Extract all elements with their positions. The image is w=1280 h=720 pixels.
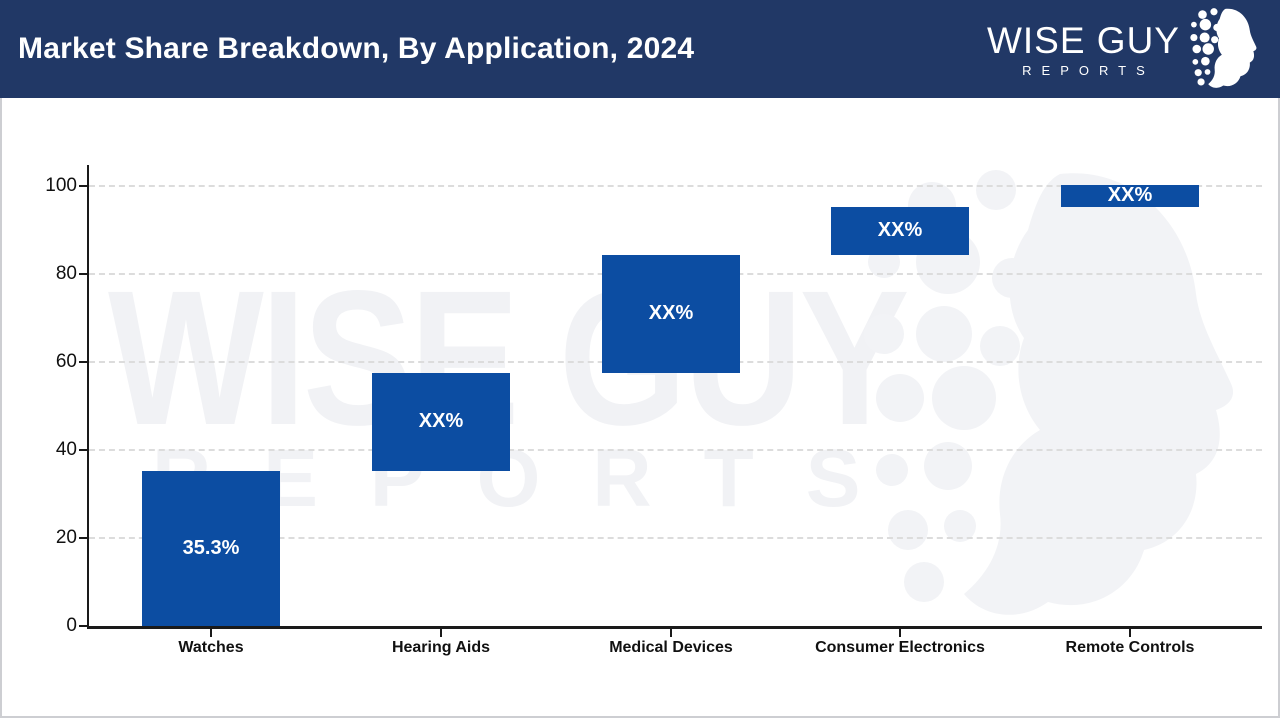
- y-tick-label-80: 80: [55, 263, 77, 284]
- y-tick-40: [79, 449, 88, 451]
- category-label-hearing-aids: Hearing Aids: [391, 639, 491, 656]
- bar-hearing-aids: XX%: [372, 372, 510, 471]
- gridline-100: [89, 185, 1262, 187]
- x-tick-2: [440, 628, 442, 637]
- y-axis-spine: [87, 165, 89, 629]
- category-label-medical-devices: Medical Devices: [609, 639, 733, 656]
- bar-value-label: XX%: [418, 410, 464, 433]
- x-axis-spine: [87, 626, 1262, 629]
- y-tick-0: [79, 625, 88, 627]
- bar-value-label: XX%: [648, 302, 694, 325]
- bar-remote-controls: XX%: [1061, 184, 1199, 207]
- y-tick-80: [79, 273, 88, 275]
- head-profile-icon: [1190, 8, 1257, 88]
- bar-consumer-electronics: XX%: [831, 206, 969, 256]
- brand-logo: WISE GUY REPORTS: [987, 0, 1266, 98]
- x-tick-5: [1129, 628, 1131, 637]
- x-tick-3: [670, 628, 672, 637]
- page-title: Market Share Breakdown, By Application, …: [18, 32, 695, 65]
- y-tick-60: [79, 361, 88, 363]
- category-label-watches: Watches: [178, 639, 244, 656]
- bar-value-label: XX%: [1107, 184, 1153, 207]
- bar-watches: 35.3%: [142, 470, 280, 626]
- x-tick-1: [210, 628, 212, 637]
- y-tick-label-100: 100: [45, 175, 77, 196]
- y-tick-label-20: 20: [55, 527, 77, 548]
- bar-medical-devices: XX%: [602, 255, 740, 373]
- header-bar: Market Share Breakdown, By Application, …: [0, 0, 1280, 98]
- bar-value-label: 35.3%: [182, 536, 240, 559]
- x-tick-4: [899, 628, 901, 637]
- y-tick-100: [79, 185, 88, 187]
- gridline-40: [89, 449, 1262, 451]
- bar-value-label: XX%: [877, 219, 923, 242]
- category-label-consumer-electronics: Consumer Electronics: [815, 639, 985, 656]
- y-tick-label-40: 40: [55, 439, 77, 460]
- category-label-remote-controls: Remote Controls: [1065, 639, 1195, 656]
- brand-subname: REPORTS: [1022, 62, 1155, 78]
- y-tick-label-0: 0: [66, 615, 77, 636]
- gridline-20: [89, 537, 1262, 539]
- y-tick-20: [79, 537, 88, 539]
- y-tick-label-60: 60: [55, 351, 77, 372]
- brand-logo-text: WISE GUY REPORTS: [987, 22, 1180, 77]
- brand-name: WISE GUY: [986, 19, 1180, 61]
